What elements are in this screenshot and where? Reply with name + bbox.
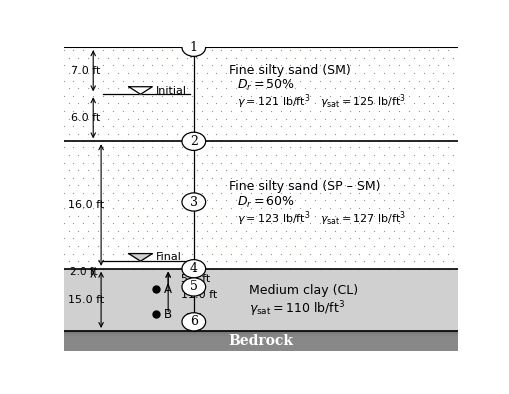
Text: 6: 6 (190, 315, 198, 328)
Circle shape (182, 313, 206, 331)
Polygon shape (129, 87, 152, 94)
Text: $\gamma_{\mathrm{sat}} = 110\ \mathrm{lb/ft}^3$: $\gamma_{\mathrm{sat}} = 110\ \mathrm{lb… (249, 299, 345, 319)
Text: 3: 3 (190, 195, 198, 208)
Bar (64, 334, 458, 336)
Text: Initial: Initial (156, 85, 187, 95)
Text: 5: 5 (190, 281, 197, 294)
Bar (64, 331, 458, 333)
Bar (64, 269, 458, 331)
Text: 16.0 ft: 16.0 ft (68, 200, 105, 210)
Circle shape (182, 260, 206, 278)
Text: 2.0 ft: 2.0 ft (70, 267, 98, 277)
Circle shape (182, 38, 206, 56)
Text: 4: 4 (190, 262, 198, 275)
Bar (64, 333, 458, 334)
Circle shape (182, 132, 206, 151)
Text: 7.0 ft: 7.0 ft (71, 66, 100, 76)
Text: $D_r = 50\%$: $D_r = 50\%$ (237, 78, 295, 93)
Text: 5.0 ft: 5.0 ft (181, 274, 210, 284)
Text: Bedrock: Bedrock (229, 334, 293, 348)
Circle shape (182, 278, 206, 296)
Text: 11.0 ft: 11.0 ft (181, 290, 217, 299)
Text: Final: Final (156, 253, 182, 262)
Text: $\gamma = 123\ \mathrm{lb/ft}^3$   $\gamma_{\mathrm{sat}} = 127\ \mathrm{lb/ft}^: $\gamma = 123\ \mathrm{lb/ft}^3$ $\gamma… (237, 209, 406, 228)
Polygon shape (129, 254, 152, 261)
Text: B: B (163, 308, 172, 321)
Text: 2: 2 (190, 135, 197, 148)
Text: $D_r = 60\%$: $D_r = 60\%$ (237, 195, 295, 210)
Bar (64, 331, 458, 351)
Text: Fine silty sand (SM): Fine silty sand (SM) (229, 63, 351, 76)
Text: A: A (163, 283, 172, 296)
Text: Fine silty sand (SP – SM): Fine silty sand (SP – SM) (229, 180, 381, 193)
Text: $\gamma = 121\ \mathrm{lb/ft}^3$   $\gamma_{\mathrm{sat}} = 125\ \mathrm{lb/ft}^: $\gamma = 121\ \mathrm{lb/ft}^3$ $\gamma… (237, 93, 406, 111)
Text: Medium clay (CL): Medium clay (CL) (249, 284, 358, 297)
Text: 6.0 ft: 6.0 ft (71, 113, 100, 123)
Text: 15.0 ft: 15.0 ft (68, 295, 105, 305)
Circle shape (182, 193, 206, 211)
Text: 1: 1 (190, 41, 198, 54)
